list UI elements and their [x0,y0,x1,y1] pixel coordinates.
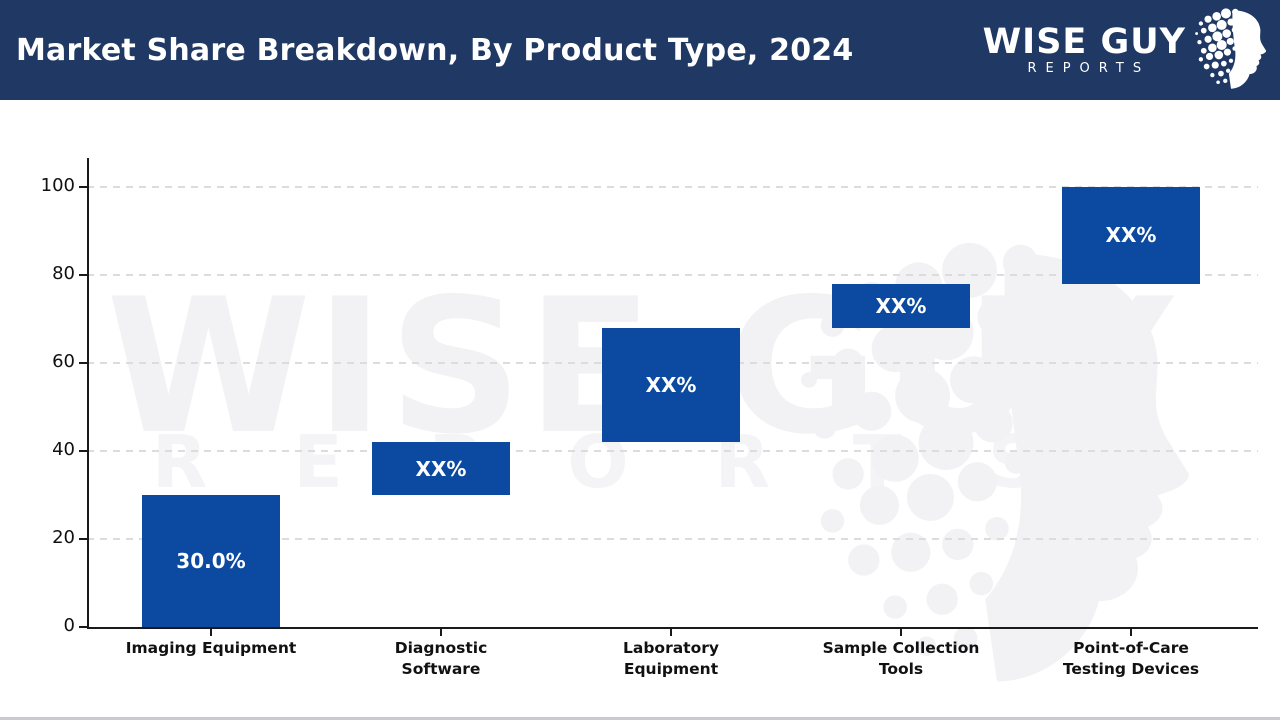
bar-value-label: XX% [415,456,467,481]
bar-1: 30.0% [142,495,280,627]
bar-2: XX% [372,442,510,495]
y-tick-mark [79,186,87,188]
y-axis-line [87,158,89,629]
page-title: Market Share Breakdown, By Product Type,… [16,32,854,68]
y-tick-mark [79,274,87,276]
gridline [87,186,1258,188]
x-tick-mark [210,629,212,636]
gridline [87,450,1258,452]
bar-5: XX% [1062,187,1200,284]
gridline [87,274,1258,276]
logo-face-icon [1195,8,1267,89]
x-tick-mark [900,629,902,636]
header: Market Share Breakdown, By Product Type,… [0,0,1280,100]
bar-3: XX% [602,327,740,443]
bottom-border [0,717,1280,720]
y-tick-label: 20 [52,527,75,548]
y-tick-mark [79,626,87,628]
bar-value-label: 30.0% [176,549,246,573]
logo-subtitle: REPORTS [1027,60,1151,76]
chart: WISE GUY REPORTS 0 20 40 60 80 100 30.0% XX% XX… [0,100,1280,718]
bar-value-label: XX% [645,372,697,397]
gridline [87,538,1258,540]
x-category-label: Sample Collection Tools [822,639,980,678]
x-category-label: Imaging Equipment [125,639,297,657]
bar-4: XX% [832,283,970,328]
y-tick-label: 100 [40,175,75,196]
y-tick-label: 0 [63,615,75,636]
y-tick-label: 60 [52,351,75,372]
y-tick-mark [79,450,87,452]
x-category-label: Laboratory Equipment [623,639,719,678]
logo-wordmark: WISE GUY [982,21,1186,62]
bar-value-label: XX% [1105,223,1157,248]
wiseguy-logo: WISE GUY REPORTS [983,4,1274,96]
bar-value-label: XX% [875,293,927,318]
y-tick-label: 80 [52,263,75,284]
x-tick-mark [1130,629,1132,636]
x-tick-mark [440,629,442,636]
y-tick-label: 40 [52,439,75,460]
y-tick-mark [79,538,87,540]
x-category-label: Point-of-Care Testing Devices [1062,639,1200,678]
x-tick-mark [670,629,672,636]
y-tick-mark [79,362,87,364]
logo-text: WISE GUY REPORTS [983,24,1186,77]
x-axis-line [87,627,1258,629]
x-category-label: Diagnostic Software [394,639,488,678]
